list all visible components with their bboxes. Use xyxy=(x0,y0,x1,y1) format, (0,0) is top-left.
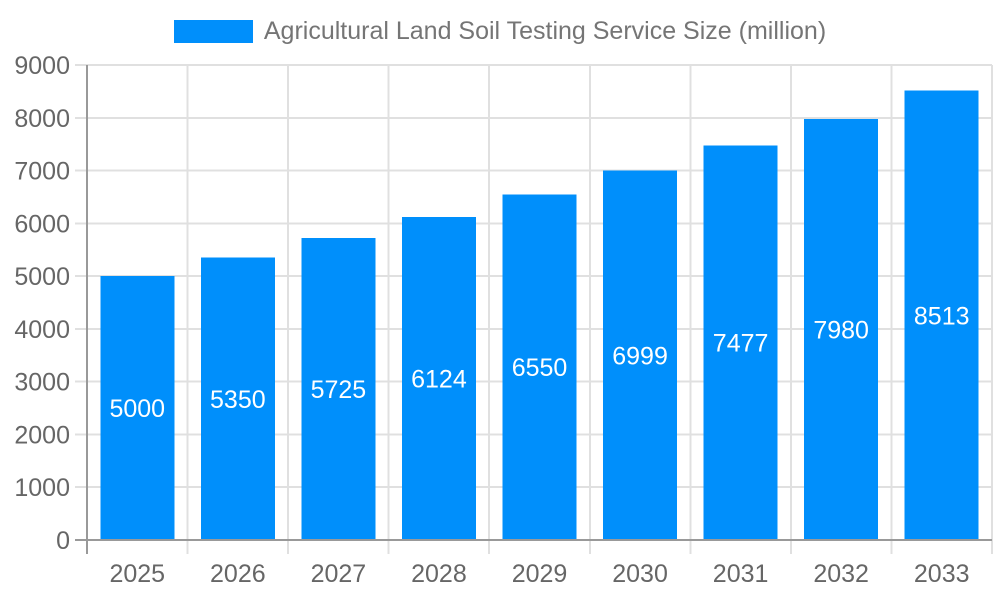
x-axis-tick-label: 2029 xyxy=(512,560,568,588)
x-axis-tick-label: 2028 xyxy=(411,560,467,588)
bar-2033 xyxy=(904,90,979,541)
x-axis-tick-label: 2032 xyxy=(813,560,869,588)
bar-value-label: 5350 xyxy=(210,386,266,414)
bar-value-label: 5725 xyxy=(311,376,367,404)
bar-2030 xyxy=(603,170,678,540)
bar-value-label: 6999 xyxy=(612,342,668,370)
bar-value-label: 6124 xyxy=(411,365,467,393)
y-axis-tick-label: 5000 xyxy=(14,263,70,291)
legend-series-label: Agricultural Land Soil Testing Service S… xyxy=(263,16,827,45)
bar-value-label: 8513 xyxy=(914,302,970,330)
x-axis-tick-label: 2026 xyxy=(210,560,266,588)
bar-value-label: 5000 xyxy=(109,395,165,423)
y-axis-tick-label: 3000 xyxy=(14,369,70,397)
y-axis-tick-label: 6000 xyxy=(14,210,70,238)
x-axis-tick-label: 2031 xyxy=(713,560,769,588)
bar-2032 xyxy=(804,118,879,540)
x-axis-tick-label: 2033 xyxy=(914,560,970,588)
y-axis-tick-label: 7000 xyxy=(14,158,70,186)
y-axis-tick-label: 1000 xyxy=(14,474,70,502)
legend-color-swatch xyxy=(173,19,253,43)
bar-2026 xyxy=(200,257,275,540)
x-axis-tick-label: 2025 xyxy=(109,560,165,588)
x-axis-tick-label: 2027 xyxy=(311,560,367,588)
bar-2028 xyxy=(401,216,476,541)
y-axis-tick-label: 8000 xyxy=(14,105,70,133)
bar-2025 xyxy=(100,276,175,540)
bar-2027 xyxy=(301,237,376,540)
y-axis-tick-label: 9000 xyxy=(14,52,70,80)
bar-value-label: 6550 xyxy=(512,354,568,382)
chart-legend-item[interactable]: Agricultural Land Soil Testing Service S… xyxy=(0,15,1000,47)
bar-2031 xyxy=(703,145,778,540)
y-axis-tick-label: 4000 xyxy=(14,316,70,344)
y-axis-tick-label: 2000 xyxy=(14,421,70,449)
bar-2029 xyxy=(502,194,577,541)
y-axis-tick-label: 0 xyxy=(56,527,70,555)
x-axis-tick-label: 2030 xyxy=(612,560,668,588)
bar-value-label: 7980 xyxy=(813,316,869,344)
bar-value-label: 7477 xyxy=(713,330,769,358)
